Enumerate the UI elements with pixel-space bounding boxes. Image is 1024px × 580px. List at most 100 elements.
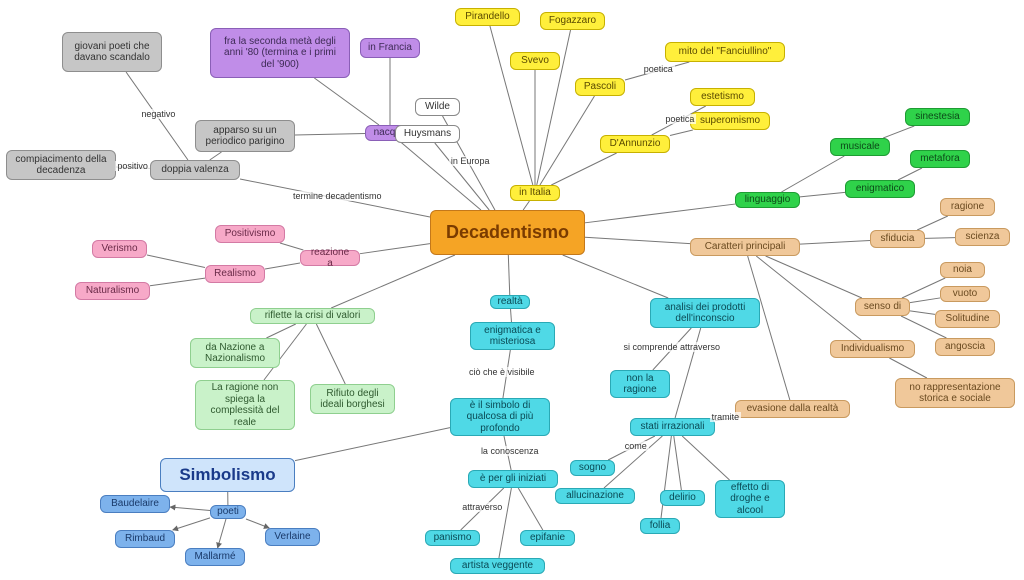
edge-poeti-rimb bbox=[173, 518, 210, 530]
edge-label-valenza-compiac: positivo bbox=[115, 161, 150, 171]
edge-layer bbox=[0, 0, 1024, 580]
node-mall: Mallarmé bbox=[185, 548, 245, 566]
node-wilde: Wilde bbox=[415, 98, 460, 116]
node-sinest: sinestesia bbox=[905, 108, 970, 126]
node-rimb: Rimbaud bbox=[115, 530, 175, 548]
edge-senso-noia bbox=[902, 278, 945, 298]
node-sfidu: sfiducia bbox=[870, 230, 925, 248]
edge-poeti-verl bbox=[246, 519, 269, 528]
node-posit: Positivismo bbox=[215, 225, 285, 243]
edge-senso-solit bbox=[910, 311, 935, 315]
node-dannun: D'Annunzio bbox=[600, 135, 670, 153]
node-scienza: scienza bbox=[955, 228, 1010, 246]
edge-reaz-posit bbox=[280, 243, 303, 250]
node-initalia: in Italia bbox=[510, 185, 560, 201]
edge-valenza-periodico bbox=[210, 152, 222, 160]
edge-realt-enigmist bbox=[511, 309, 512, 322]
node-metaf: metafora bbox=[910, 150, 970, 168]
edge-crisi-rifiuto bbox=[316, 324, 345, 384]
edge-sfidu-ragione bbox=[917, 216, 948, 230]
node-musical: musicale bbox=[830, 138, 890, 156]
node-realt: realtà bbox=[490, 295, 530, 309]
node-pascoli: Pascoli bbox=[575, 78, 625, 96]
edge-label-evas-stati: tramite bbox=[710, 412, 742, 422]
node-follia: follia bbox=[640, 518, 680, 534]
node-compless: La ragione non spiega la complessità del… bbox=[195, 380, 295, 430]
edge-dec-huys bbox=[435, 143, 489, 210]
edge-dec-reaz bbox=[360, 244, 430, 254]
edge-stati-delirio bbox=[674, 436, 682, 490]
edge-label-dannun-estet: poetica bbox=[663, 114, 696, 124]
edge-iniz-vegg bbox=[499, 488, 511, 558]
node-sogno: sogno bbox=[570, 460, 615, 476]
edge-label-simb-iniz: la conoscenza bbox=[479, 446, 541, 456]
edge-label-analisi-nonrag: si comprende attraverso bbox=[621, 342, 722, 352]
node-noia: noia bbox=[940, 262, 985, 278]
node-norapp: no rappresentazione storica e sociale bbox=[895, 378, 1015, 408]
node-fogaz: Fogazzaro bbox=[540, 12, 605, 30]
edge-caratt-indiv bbox=[756, 256, 861, 340]
edge-real-natur bbox=[150, 278, 205, 286]
edge-nacque-seconda bbox=[314, 78, 379, 125]
edge-musical-sinest bbox=[883, 126, 914, 138]
edge-initalia-dannun bbox=[551, 153, 616, 185]
node-verl: Verlaine bbox=[265, 528, 320, 546]
node-panismo: panismo bbox=[425, 530, 480, 546]
edge-label-iniz-panismo: attraverso bbox=[460, 502, 504, 512]
edge-dec-analisi bbox=[563, 255, 668, 298]
node-indiv: Individualismo bbox=[830, 340, 915, 358]
edge-crisi-naznaz bbox=[266, 324, 295, 338]
edge-dec-realt bbox=[508, 255, 509, 295]
node-super: superomismo bbox=[690, 112, 770, 130]
node-ango: angoscia bbox=[935, 338, 995, 356]
node-reaz: reazione a bbox=[300, 250, 360, 266]
node-evas: evasione dalla realtà bbox=[735, 400, 850, 418]
edge-label-enigmist-simb: ciò che è visibile bbox=[467, 367, 537, 377]
edge-initalia-pirand bbox=[490, 26, 533, 185]
node-droghe: effetto di droghe e alcool bbox=[715, 480, 785, 518]
node-huys: Huysmans bbox=[395, 125, 460, 143]
edge-label-dec-valenza: termine decadentismo bbox=[291, 191, 384, 201]
node-epif: epifanie bbox=[520, 530, 575, 546]
node-valenza: doppia valenza bbox=[150, 160, 240, 180]
edge-stati-droghe bbox=[682, 436, 729, 480]
node-enigmist: enigmatica e misteriosa bbox=[470, 322, 555, 350]
node-real: Realismo bbox=[205, 265, 265, 283]
edge-dec-nacque bbox=[399, 141, 480, 210]
node-enigm: enigmatico bbox=[845, 180, 915, 198]
node-scandalo: giovani poeti che davano scandalo bbox=[62, 32, 162, 72]
edge-label-pascoli-fanciu: poetica bbox=[642, 64, 675, 74]
node-senso: senso di bbox=[855, 298, 910, 316]
node-seconda: fra la seconda metà degli anni '80 (term… bbox=[210, 28, 350, 78]
node-vegg: artista veggente bbox=[450, 558, 545, 574]
node-svevo: Svevo bbox=[510, 52, 560, 70]
node-periodico: apparso su un periodico parigino bbox=[195, 120, 295, 152]
node-poeti: poeti bbox=[210, 505, 246, 519]
node-simbol: Simbolismo bbox=[160, 458, 295, 492]
node-lingua: linguaggio bbox=[735, 192, 800, 208]
edge-caratt-evas bbox=[748, 256, 790, 400]
edge-label-stati-sogno: come bbox=[623, 441, 649, 451]
node-ragione: ragione bbox=[940, 198, 995, 216]
node-solit: Solitudine bbox=[935, 310, 1000, 328]
node-vuoto: vuoto bbox=[940, 286, 990, 302]
node-baud: Baudelaire bbox=[100, 495, 170, 513]
node-nonrag: non la ragione bbox=[610, 370, 670, 398]
edge-poeti-baud bbox=[170, 507, 210, 510]
edge-simb-simbol bbox=[295, 428, 450, 461]
node-fanciu: mito del "Fanciullino" bbox=[665, 42, 785, 62]
edge-lingua-enigm bbox=[800, 192, 845, 196]
edge-indiv-norapp bbox=[889, 358, 927, 378]
node-naznaz: da Nazione a Nazionalismo bbox=[190, 338, 280, 368]
node-rifiuto: Rifiuto degli ideali borghesi bbox=[310, 384, 395, 414]
node-stati: stati irrazionali bbox=[630, 418, 715, 436]
node-estet: estetismo bbox=[690, 88, 755, 106]
node-francia: in Francia bbox=[360, 38, 420, 58]
edge-poeti-mall bbox=[218, 519, 226, 548]
node-dec: Decadentismo bbox=[430, 210, 585, 255]
node-delirio: delirio bbox=[660, 490, 705, 506]
edge-caratt-senso bbox=[766, 256, 862, 298]
node-caratt: Caratteri principali bbox=[690, 238, 800, 256]
edge-initalia-pascoli bbox=[540, 96, 595, 185]
node-analisi: analisi dei prodotti dell'inconscio bbox=[650, 298, 760, 328]
